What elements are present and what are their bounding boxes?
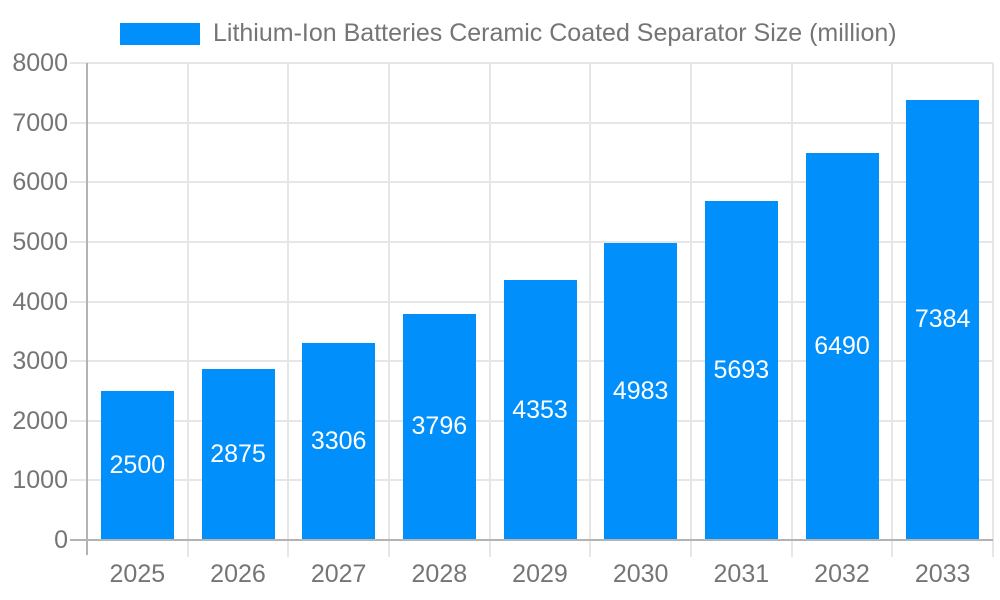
bar-value-label: 7384 [914,305,971,334]
v-gridline [388,63,390,557]
bar-value-label: 6490 [814,332,870,361]
y-axis-label: 3000 [12,347,68,376]
x-axis-label: 2029 [512,560,568,588]
bar-2025[interactable]: 2500 [100,390,174,540]
bar-2033[interactable]: 7384 [906,99,980,540]
v-gridline [992,63,994,557]
y-axis-line [86,63,88,555]
y-axis-label: 7000 [12,108,68,137]
bar-2029[interactable]: 4353 [503,280,577,540]
v-gridline [287,63,290,557]
y-axis-label: 2000 [12,406,68,435]
h-gridline [70,240,993,243]
bar-2026[interactable]: 2875 [201,368,275,540]
bar-value-label: 4353 [512,395,568,424]
legend-swatch [120,22,200,45]
x-axis-label: 2032 [814,560,870,588]
v-gridline [186,63,189,557]
bar-value-label: 3796 [411,412,468,441]
bar-value-label: 2500 [109,450,166,479]
bar-value-label: 5693 [713,355,770,384]
v-gridline [690,63,692,557]
y-axis-label: 6000 [12,168,68,197]
legend-label: Lithium-Ion Batteries Ceramic Coated Sep… [213,19,897,47]
x-axis-label: 2027 [310,560,367,588]
h-gridline [70,181,993,184]
x-axis-line [70,539,993,541]
y-axis-label: 8000 [12,49,68,77]
bar-2027[interactable]: 3306 [302,342,376,540]
v-gridline [589,63,592,557]
y-axis-label: 1000 [12,466,68,495]
x-axis-label: 2028 [411,560,468,588]
bar-2030[interactable]: 4983 [604,242,678,540]
y-axis-label: 4000 [12,287,68,316]
v-gridline [891,63,894,557]
x-axis-label: 2025 [109,560,166,588]
bar-value-label: 3306 [310,426,367,455]
y-axis-label: 0 [54,526,68,554]
y-axis-label: 5000 [12,227,68,256]
h-gridline [70,62,993,64]
x-axis-label: 2033 [914,560,971,588]
h-gridline [70,121,993,124]
bar-2032[interactable]: 6490 [805,153,879,540]
bar-value-label: 4983 [612,376,669,405]
bar-2028[interactable]: 3796 [402,313,476,540]
bar-value-label: 2875 [210,439,266,468]
x-axis-label: 2030 [612,560,669,588]
v-gridline [790,63,793,557]
chart-legend[interactable]: Lithium-Ion Batteries Ceramic Coated Sep… [120,19,897,48]
plot-area: 2500 2875 3306 3796 4353 4983 5693 6490 7384 [70,62,994,557]
bar-2031[interactable]: 5693 [704,200,778,540]
v-gridline [488,63,491,557]
x-axis-label: 2026 [210,560,266,588]
x-axis-label: 2031 [713,560,770,588]
